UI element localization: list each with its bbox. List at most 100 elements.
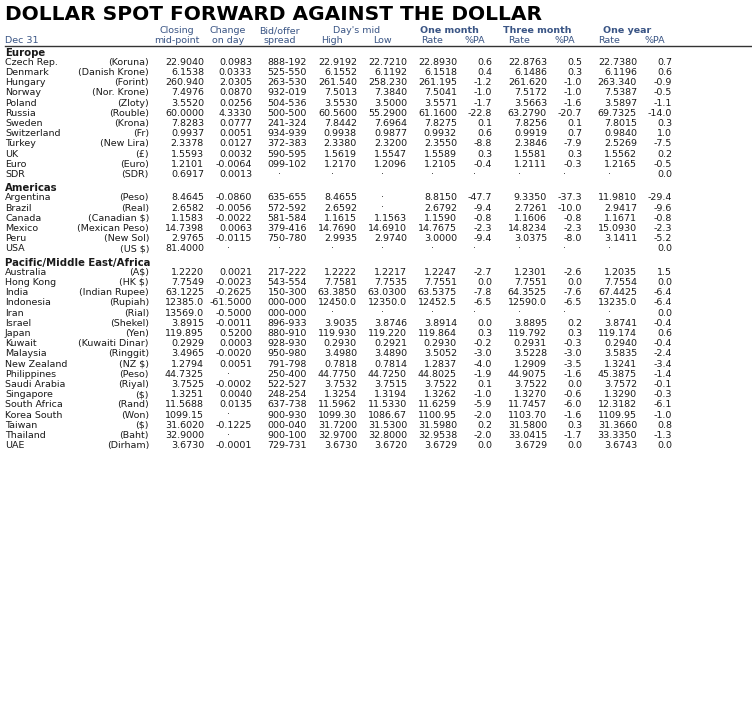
Text: 3.1411: 3.1411 [604, 234, 637, 243]
Text: 6.1552: 6.1552 [324, 68, 357, 77]
Text: (NZ $): (NZ $) [119, 359, 149, 369]
Text: Pacific/Middle East/Africa: Pacific/Middle East/Africa [5, 258, 150, 267]
Text: -5.9: -5.9 [474, 400, 492, 409]
Text: 7.5041: 7.5041 [424, 88, 457, 98]
Text: 1.2111: 1.2111 [514, 159, 547, 168]
Text: 1.5: 1.5 [657, 267, 672, 277]
Text: -1.3: -1.3 [653, 431, 672, 440]
Text: -2.7: -2.7 [474, 267, 492, 277]
Text: 500-500: 500-500 [268, 109, 307, 118]
Text: -6.4: -6.4 [653, 288, 672, 297]
Text: 8.4655: 8.4655 [324, 193, 357, 202]
Text: ·: · [608, 170, 611, 179]
Text: 64.3525: 64.3525 [508, 288, 547, 297]
Text: 3.6729: 3.6729 [424, 441, 457, 450]
Text: -2.4: -2.4 [653, 350, 672, 358]
Text: 3.6729: 3.6729 [514, 441, 547, 450]
Text: 3.4980: 3.4980 [324, 350, 357, 358]
Text: 6.1518: 6.1518 [424, 68, 457, 77]
Text: 0.9937: 0.9937 [171, 129, 204, 138]
Text: -1.0: -1.0 [564, 88, 582, 98]
Text: 11.5962: 11.5962 [318, 400, 357, 409]
Text: 000-000: 000-000 [268, 308, 307, 317]
Text: 3.5228: 3.5228 [514, 350, 547, 358]
Text: 1086.67: 1086.67 [368, 411, 407, 420]
Text: 7.5172: 7.5172 [514, 88, 547, 98]
Text: -0.1: -0.1 [653, 380, 672, 389]
Text: -1.1: -1.1 [653, 98, 672, 107]
Text: -1.0: -1.0 [653, 411, 672, 420]
Text: One month: One month [420, 26, 479, 35]
Text: -1.2: -1.2 [474, 78, 492, 87]
Text: (Zloty): (Zloty) [117, 98, 149, 107]
Text: 0.7: 0.7 [657, 58, 672, 67]
Text: -2.3: -2.3 [653, 224, 672, 233]
Text: 581-584: 581-584 [268, 213, 307, 223]
Text: ·: · [430, 170, 433, 179]
Text: 0.3: 0.3 [477, 150, 492, 159]
Text: 0.1: 0.1 [477, 380, 492, 389]
Text: 32.9000: 32.9000 [165, 431, 204, 440]
Text: -14.0: -14.0 [647, 109, 672, 118]
Text: 1.2101: 1.2101 [171, 159, 204, 168]
Text: on day: on day [212, 36, 244, 45]
Text: -3.4: -3.4 [653, 359, 672, 369]
Text: 0.0256: 0.0256 [219, 98, 252, 107]
Text: 525-550: 525-550 [268, 68, 307, 77]
Text: 22.9192: 22.9192 [318, 58, 357, 67]
Text: 13569.0: 13569.0 [165, 308, 204, 317]
Text: -29.4: -29.4 [647, 193, 672, 202]
Text: 0.0: 0.0 [477, 441, 492, 450]
Text: 22.9040: 22.9040 [165, 58, 204, 67]
Text: -2.0: -2.0 [474, 411, 492, 420]
Text: 590-595: 590-595 [268, 150, 307, 159]
Text: 3.5835: 3.5835 [604, 350, 637, 358]
Text: -2.0: -2.0 [474, 431, 492, 440]
Text: 1.2794: 1.2794 [171, 359, 204, 369]
Text: 7.8256: 7.8256 [514, 119, 547, 128]
Text: 7.7549: 7.7549 [171, 278, 204, 287]
Text: 1.3251: 1.3251 [171, 390, 204, 399]
Text: ·: · [381, 193, 384, 202]
Text: 119.930: 119.930 [318, 329, 357, 338]
Text: 896-933: 896-933 [268, 319, 307, 328]
Text: 3.5663: 3.5663 [514, 98, 547, 107]
Text: 1.2035: 1.2035 [604, 267, 637, 277]
Text: 1.2165: 1.2165 [604, 159, 637, 168]
Text: (Kuwaiti Dinar): (Kuwaiti Dinar) [78, 339, 149, 348]
Text: 15.0930: 15.0930 [598, 224, 637, 233]
Text: 1.2301: 1.2301 [514, 267, 547, 277]
Text: 0.2: 0.2 [657, 150, 672, 159]
Text: -2.3: -2.3 [474, 224, 492, 233]
Text: -0.0115: -0.0115 [216, 234, 252, 243]
Text: 7.7551: 7.7551 [424, 278, 457, 287]
Text: 63.1225: 63.1225 [165, 288, 204, 297]
Text: 3.5052: 3.5052 [424, 350, 457, 358]
Text: 11.7457: 11.7457 [508, 400, 547, 409]
Text: 504-536: 504-536 [268, 98, 307, 107]
Text: -1.4: -1.4 [653, 370, 672, 378]
Text: 261.620: 261.620 [508, 78, 547, 87]
Text: ·: · [608, 244, 611, 253]
Text: 0.2930: 0.2930 [324, 339, 357, 348]
Text: (Peso): (Peso) [120, 193, 149, 202]
Text: USA: USA [5, 244, 25, 253]
Text: 928-930: 928-930 [268, 339, 307, 348]
Text: 1.3254: 1.3254 [324, 390, 357, 399]
Text: 0.0032: 0.0032 [219, 150, 252, 159]
Text: 635-655: 635-655 [268, 193, 307, 202]
Text: -3.5: -3.5 [563, 359, 582, 369]
Text: India: India [5, 288, 29, 297]
Text: 0.8: 0.8 [657, 420, 672, 430]
Text: 3.8895: 3.8895 [514, 319, 547, 328]
Text: 3.5897: 3.5897 [604, 98, 637, 107]
Text: Kuwait: Kuwait [5, 339, 37, 348]
Text: 14.6910: 14.6910 [368, 224, 407, 233]
Text: -47.7: -47.7 [468, 193, 492, 202]
Text: 12452.5: 12452.5 [418, 298, 457, 307]
Text: 261.540: 261.540 [318, 78, 357, 87]
Text: 0.0: 0.0 [477, 278, 492, 287]
Text: 4.3330: 4.3330 [219, 109, 252, 118]
Text: -6.4: -6.4 [653, 298, 672, 307]
Text: 0.6: 0.6 [657, 329, 672, 338]
